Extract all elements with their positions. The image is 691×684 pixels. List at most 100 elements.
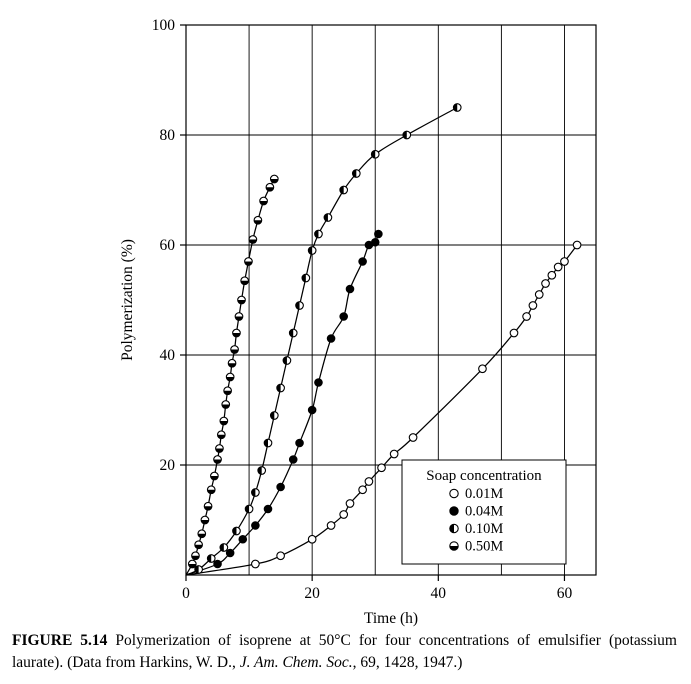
marker-open [326,521,336,530]
marker-open [358,485,367,495]
marker-half-fill [210,476,219,480]
marker-half-fill [276,384,281,392]
x-tick-label: 20 [304,585,320,602]
marker-open [478,364,487,374]
marker-filled [314,378,323,387]
marker-open [345,499,355,508]
marker-open [522,312,531,321]
marker-half-fill [191,555,200,560]
y-tick-label: 60 [160,237,176,254]
marker-half-fill [235,316,243,321]
marker-open [553,262,563,272]
marker-filled [358,257,367,266]
marker-half-fill [215,448,224,453]
marker-half-fill [264,439,268,447]
y-tick-label: 20 [160,457,176,474]
marker-half-fill [213,459,222,464]
marker-open [276,551,285,561]
marker-open [572,240,582,250]
chart-container: 0 20 40 60 20 40 60 80 100 Time (h) Polymerization… [119,17,597,627]
marker-half-fill [228,363,236,368]
marker-half-fill [259,201,268,205]
legend-title: Soap concentration [426,468,542,484]
marker-half-fill [204,506,212,511]
marker-half-fill [449,546,459,551]
marker-half-fill [232,333,241,337]
x-tick-label: 40 [431,585,447,602]
marker-half-fill [302,274,306,282]
marker-half-fill [453,103,458,112]
marker-filled [251,521,260,530]
marker-half-fill [295,301,300,310]
marker-filled [326,334,336,343]
marker-open [339,510,349,519]
marker-half-fill [402,131,407,139]
marker-open [307,534,317,544]
marker-half-fill [232,527,237,535]
marker-open [377,463,386,473]
marker-filled [370,237,380,247]
marker-half-fill [221,404,230,409]
marker-half-fill [194,565,199,574]
marker-half-fill [251,488,256,497]
y-tick-label: 40 [160,347,176,364]
x-axis-label: Time (h) [364,610,418,627]
legend-box [401,459,567,565]
axis-ticks: 0 20 40 60 20 40 60 80 100 [152,17,573,602]
x-tick-label: 60 [557,585,573,602]
marker-filled [339,312,348,321]
caption-text-1: Polymerization of isoprene at 50°C for f… [12,632,677,671]
marker-half-fill [371,150,376,159]
y-tick-label: 80 [160,127,176,144]
marker-half-fill [244,261,253,266]
caption-journal: J. Am. Chem. Soc. [239,654,353,671]
marker-open [560,257,569,266]
marker-half-fill [194,544,203,549]
series-curve [185,244,578,576]
legend-label: 0.50M [465,539,503,555]
marker-filled [295,438,304,448]
caption-text-2: , 69, 1428, 1947.) [352,654,463,671]
marker-half-fill [245,505,250,513]
series-0.01M [185,240,582,576]
marker-filled [449,506,459,516]
marker-half-fill [314,230,319,238]
legend-label: 0.04M [465,504,503,520]
marker-open [541,279,550,288]
marker-filled [374,229,383,239]
marker-open [408,433,418,442]
marker-half-fill [201,520,209,524]
marker-half-fill [220,421,228,425]
marker-half-fill [197,533,206,538]
x-tick-label: 0 [182,585,190,602]
series-0.50M [185,174,279,576]
marker-half-fill [270,411,275,420]
marker-filled [238,534,248,544]
marker-half-fill [249,239,257,244]
marker-filled [307,405,317,415]
marker-open [251,559,260,569]
marker-filled [263,504,273,514]
marker-half-fill [352,169,357,178]
figure-caption: FIGURE 5.14 Polymerization of isoprene a… [12,630,677,674]
marker-open [509,328,519,338]
marker-open [389,449,399,459]
marker-filled [225,548,235,558]
marker-filled [213,559,222,569]
marker-filled [288,455,298,464]
series-curve [185,178,275,576]
marker-half-fill [449,524,454,533]
marker-open [528,301,538,310]
marker-half-fill [324,213,328,222]
series-0.04M [185,229,383,576]
marker-open [547,270,557,280]
marker-half-fill [217,434,226,439]
polymerization-chart: 0 20 40 60 20 40 60 80 100 Time (h) Polymerization… [119,17,597,627]
marker-half-fill [230,349,239,354]
marker-half-fill [207,554,212,563]
legend-label: 0.10M [465,521,503,537]
marker-half-fill [339,186,344,194]
marker-half-fill [240,280,249,285]
